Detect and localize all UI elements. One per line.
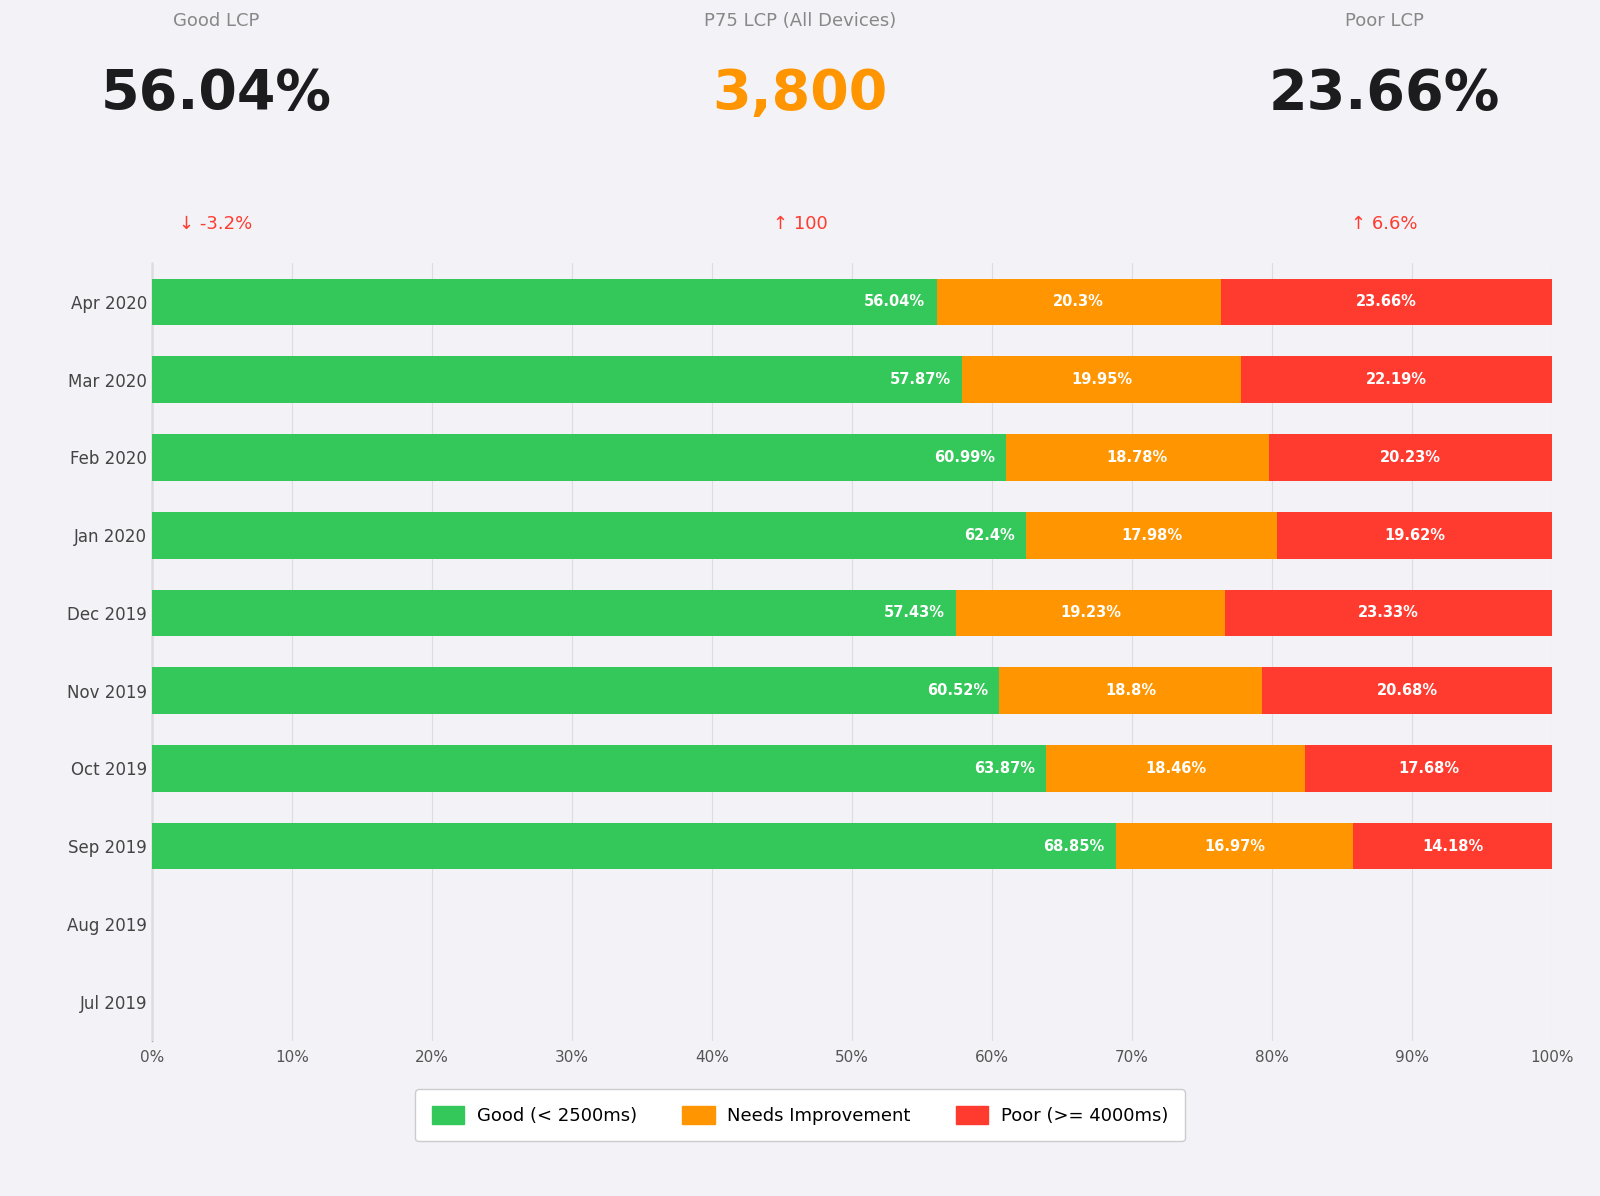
Text: 57.43%: 57.43%: [883, 605, 946, 621]
Bar: [152, 279, 1552, 325]
Bar: [152, 512, 1026, 559]
Bar: [152, 667, 1552, 714]
Bar: [152, 823, 1552, 869]
Text: P75 LCP (All Devices): P75 LCP (All Devices): [704, 12, 896, 30]
Bar: [1046, 745, 1304, 792]
Text: 18.8%: 18.8%: [1106, 683, 1157, 698]
Bar: [152, 823, 1115, 869]
Text: 17.68%: 17.68%: [1398, 761, 1459, 776]
Bar: [957, 590, 1226, 636]
Text: 23.33%: 23.33%: [1358, 605, 1419, 621]
Bar: [152, 512, 1552, 559]
Text: 19.62%: 19.62%: [1384, 527, 1445, 543]
Bar: [1026, 512, 1277, 559]
Text: 19.23%: 19.23%: [1061, 605, 1122, 621]
Text: 23.66%: 23.66%: [1355, 294, 1418, 310]
Text: 20.23%: 20.23%: [1379, 450, 1442, 465]
Bar: [1262, 667, 1552, 714]
Bar: [152, 590, 1552, 636]
Bar: [152, 356, 962, 403]
Text: 68.85%: 68.85%: [1043, 838, 1104, 854]
Legend: Good (< 2500ms), Needs Improvement, Poor (>= 4000ms): Good (< 2500ms), Needs Improvement, Poor…: [416, 1090, 1184, 1141]
Text: 20.3%: 20.3%: [1053, 294, 1104, 310]
Bar: [152, 745, 1552, 792]
Bar: [152, 434, 1006, 481]
Bar: [1221, 279, 1552, 325]
Bar: [1277, 512, 1552, 559]
Text: 3,800: 3,800: [712, 67, 888, 121]
Text: 23.66%: 23.66%: [1269, 67, 1499, 121]
Text: 18.46%: 18.46%: [1146, 761, 1206, 776]
Bar: [152, 667, 1000, 714]
Bar: [152, 590, 957, 636]
Bar: [1242, 356, 1552, 403]
Bar: [1269, 434, 1552, 481]
Text: 18.78%: 18.78%: [1107, 450, 1168, 465]
Text: 56.04%: 56.04%: [864, 294, 925, 310]
Text: 57.87%: 57.87%: [890, 372, 950, 388]
Bar: [962, 356, 1242, 403]
Text: 19.95%: 19.95%: [1072, 372, 1133, 388]
Text: 17.98%: 17.98%: [1122, 527, 1182, 543]
Bar: [152, 434, 1552, 481]
Bar: [1000, 667, 1262, 714]
Text: 62.4%: 62.4%: [963, 527, 1014, 543]
Bar: [1115, 823, 1354, 869]
Bar: [1304, 745, 1552, 792]
Bar: [936, 279, 1221, 325]
Text: 63.87%: 63.87%: [974, 761, 1035, 776]
Text: ↑ 100: ↑ 100: [773, 215, 827, 233]
Bar: [152, 279, 936, 325]
Text: Good LCP: Good LCP: [173, 12, 259, 30]
Bar: [1226, 590, 1552, 636]
Text: 60.99%: 60.99%: [934, 450, 995, 465]
Text: 16.97%: 16.97%: [1205, 838, 1266, 854]
Bar: [1354, 823, 1552, 869]
Text: Poor LCP: Poor LCP: [1344, 12, 1424, 30]
Text: ↑ 6.6%: ↑ 6.6%: [1350, 215, 1418, 233]
Text: ↓ -3.2%: ↓ -3.2%: [179, 215, 253, 233]
Bar: [152, 356, 1552, 403]
Text: 20.68%: 20.68%: [1376, 683, 1438, 698]
Text: 14.18%: 14.18%: [1422, 838, 1483, 854]
Bar: [152, 745, 1046, 792]
Text: 60.52%: 60.52%: [926, 683, 989, 698]
Text: 22.19%: 22.19%: [1366, 372, 1427, 388]
Bar: [1006, 434, 1269, 481]
Text: 56.04%: 56.04%: [101, 67, 331, 121]
